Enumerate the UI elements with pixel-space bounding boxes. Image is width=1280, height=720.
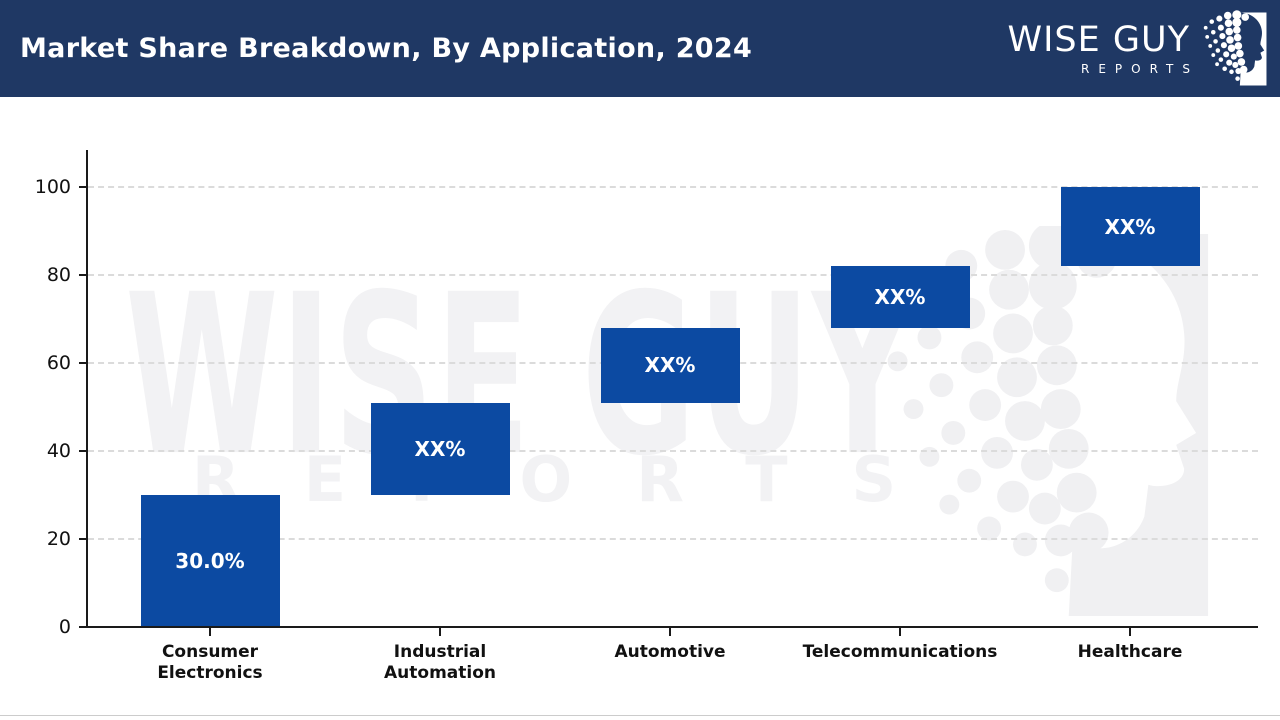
plot-area: 0 20 40 60 80 100 30.0% XX% XX% XX% XX% Consumer El… <box>35 176 1258 683</box>
wise-guy-logo: WISE GUY REPORTS <box>1007 7 1268 91</box>
x-category-label: Industrial Automation <box>384 642 496 684</box>
bottom-divider <box>0 715 1280 716</box>
y-tick-label: 60 <box>46 352 71 374</box>
y-tick-label: 0 <box>58 616 71 638</box>
bar-value-label: XX% <box>414 436 466 461</box>
x-tick <box>899 627 901 636</box>
y-tick <box>79 362 88 364</box>
x-category-label: Consumer Electronics <box>157 642 263 684</box>
bar: XX% <box>1060 187 1200 267</box>
y-tick-label: 20 <box>46 528 71 550</box>
bar: XX% <box>830 266 970 328</box>
bar-value-label: XX% <box>874 284 926 309</box>
y-tick <box>79 186 88 188</box>
bar-value-label: XX% <box>644 353 696 378</box>
y-tick <box>79 626 88 628</box>
y-axis-line <box>86 150 88 628</box>
y-gridline <box>88 186 1258 188</box>
watermark-wordmark: WISE GUY <box>125 248 915 506</box>
watermark-reports-label: REPORTS <box>192 443 961 516</box>
y-tick-label: 40 <box>46 440 71 462</box>
y-gridline <box>88 274 1258 276</box>
bar: 30.0% <box>140 495 280 627</box>
bar: XX% <box>600 327 740 403</box>
bar-value-label: 30.0% <box>175 549 245 573</box>
header-bar: Market Share Breakdown, By Application, … <box>0 0 1280 97</box>
bar-value-label: XX% <box>1104 214 1156 239</box>
x-tick <box>209 627 211 636</box>
x-tick <box>1129 627 1131 636</box>
logo-wordmark: WISE GUY <box>1007 19 1190 60</box>
y-tick <box>79 274 88 276</box>
x-category-label: Telecommunications <box>802 642 998 662</box>
y-gridline <box>88 538 1258 540</box>
x-tick <box>669 627 671 636</box>
y-tick-label: 100 <box>34 176 71 198</box>
x-category-label: Automotive <box>614 642 726 662</box>
x-tick <box>439 627 441 636</box>
y-tick-label: 80 <box>46 264 71 286</box>
page-title: Market Share Breakdown, By Application, … <box>20 33 753 64</box>
x-axis-line <box>86 626 1258 628</box>
y-tick <box>79 538 88 540</box>
y-gridline <box>88 450 1258 452</box>
x-category-label: Healthcare <box>1077 642 1183 662</box>
logo-reports-label: REPORTS <box>1080 61 1199 76</box>
logo-face-icon <box>1192 8 1268 90</box>
logo-text: WISE GUY REPORTS <box>1007 19 1190 76</box>
bar: XX% <box>370 402 510 495</box>
y-tick <box>79 450 88 452</box>
